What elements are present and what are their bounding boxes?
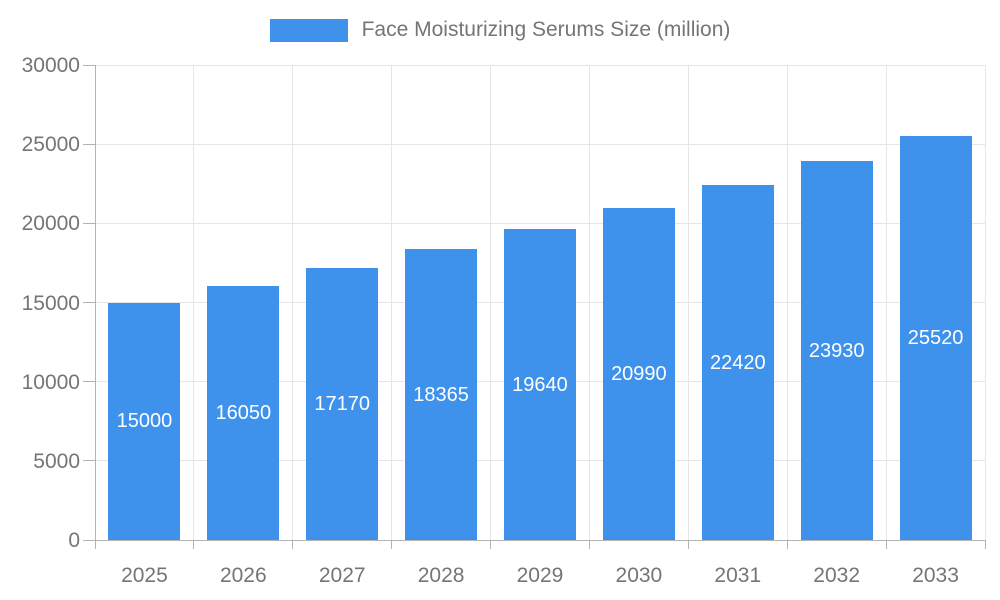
- y-gridline: [95, 143, 985, 145]
- bar-value-label: 18365: [413, 383, 469, 406]
- bar: [800, 161, 873, 540]
- bar-value-label: 22420: [709, 351, 766, 374]
- x-gridline: [687, 65, 689, 540]
- x-tick: [984, 540, 986, 549]
- x-gridline: [786, 65, 788, 540]
- bar: [207, 285, 280, 540]
- x-tick-label: 2032: [813, 564, 861, 587]
- y-tick-label: 20000: [21, 212, 80, 236]
- bar-value-label: 16050: [215, 401, 272, 424]
- x-tick-label: 2025: [121, 564, 168, 587]
- bar-value-label: 15000: [116, 410, 173, 433]
- bar: [306, 268, 379, 540]
- legend: Face Moisturizing Serums Size (million): [0, 18, 1000, 42]
- bar: [602, 207, 675, 540]
- bar: [108, 302, 181, 540]
- x-tick-label: 2026: [219, 564, 267, 587]
- bar-value-label: 23930: [808, 339, 865, 362]
- bar: [405, 249, 478, 540]
- x-gridline: [292, 65, 294, 540]
- x-tick: [786, 540, 788, 549]
- x-tick-label: 2028: [417, 564, 465, 587]
- y-gridline: [95, 64, 985, 66]
- x-tick: [588, 540, 590, 549]
- y-axis-line: [94, 65, 96, 549]
- x-tick-label: 2031: [714, 564, 762, 587]
- y-tick: [83, 539, 95, 541]
- x-gridline: [588, 65, 590, 540]
- y-tick: [83, 222, 95, 224]
- legend-label[interactable]: Face Moisturizing Serums Size (million): [361, 18, 731, 41]
- x-gridline: [885, 65, 887, 540]
- x-tick: [391, 540, 393, 549]
- x-tick: [193, 540, 195, 549]
- x-tick-label: 2029: [516, 564, 564, 587]
- bar-value-label: 19640: [512, 373, 568, 396]
- bar-value-label: 25520: [907, 326, 964, 349]
- y-tick-label: 0: [68, 529, 80, 552]
- y-tick-label: 25000: [21, 133, 80, 157]
- x-tick: [490, 540, 492, 549]
- x-tick-label: 2033: [912, 564, 959, 587]
- bar: [504, 229, 576, 540]
- bar-value-label: 20990: [611, 362, 667, 385]
- y-tick: [83, 143, 95, 145]
- bar: [701, 185, 774, 540]
- y-tick: [83, 381, 95, 383]
- y-tick-label: 30000: [21, 54, 80, 77]
- x-tick-label: 2027: [318, 564, 366, 587]
- x-axis-line: [95, 539, 985, 541]
- y-tick-label: 15000: [21, 291, 80, 315]
- x-tick: [292, 540, 294, 549]
- x-tick-label: 2030: [615, 564, 663, 587]
- y-tick-label: 5000: [33, 449, 80, 473]
- bar: [899, 135, 972, 540]
- legend-color-swatch[interactable]: [269, 18, 348, 42]
- x-tick: [885, 540, 887, 549]
- x-tick: [687, 540, 689, 549]
- y-tick: [83, 64, 95, 66]
- y-gridline: [95, 222, 985, 224]
- x-gridline: [984, 65, 986, 540]
- y-tick: [83, 460, 95, 462]
- x-gridline: [193, 65, 195, 540]
- bar-value-label: 17170: [314, 393, 371, 416]
- y-tick: [83, 302, 95, 303]
- y-tick-label: 10000: [21, 370, 80, 394]
- x-gridline: [391, 65, 393, 540]
- x-gridline: [490, 65, 492, 540]
